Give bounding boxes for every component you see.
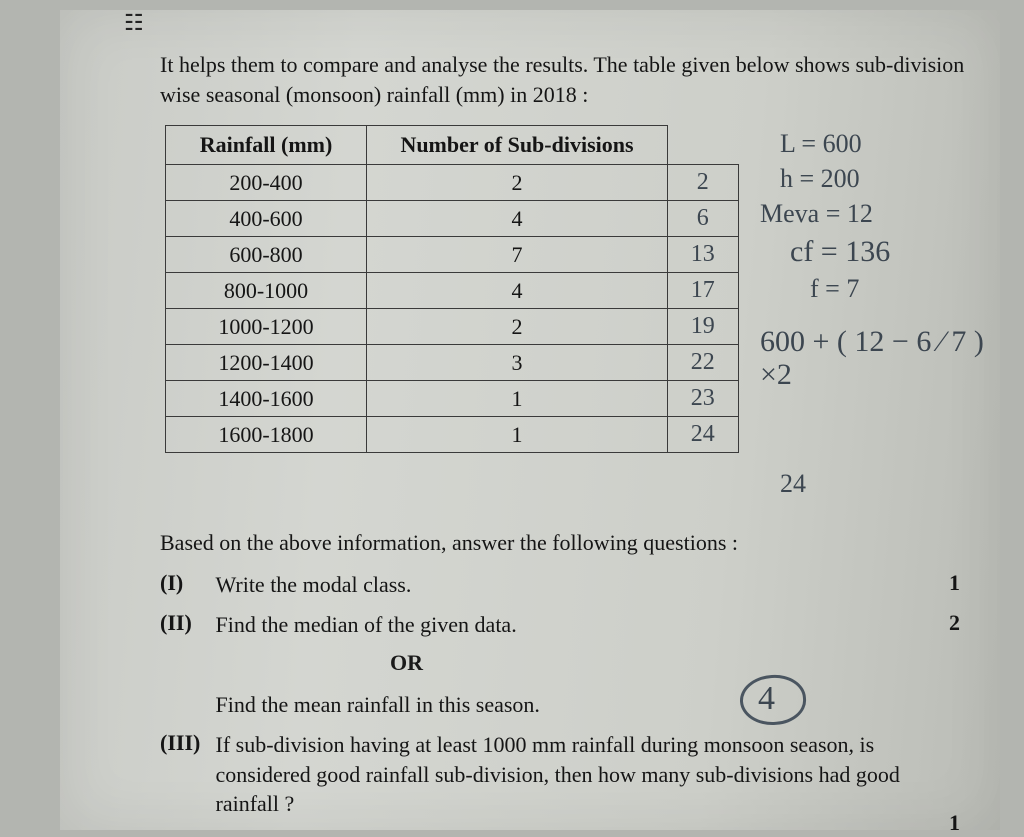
cell-range: 1000-1200 xyxy=(166,309,367,345)
q2-num: (II) xyxy=(160,610,210,636)
cell-range: 600-800 xyxy=(166,237,367,273)
cell-range: 200-400 xyxy=(166,165,367,201)
cell-count: 1 xyxy=(367,381,668,417)
cell-range: 400-600 xyxy=(166,201,367,237)
header-glyph-icon: ☷ xyxy=(124,10,144,36)
handwriting-L: L = 600 xyxy=(780,130,862,159)
cell-count: 2 xyxy=(367,165,668,201)
q3-num: (III) xyxy=(160,730,210,756)
circled-four: 4 xyxy=(758,680,775,717)
cf-handwritten: 2 xyxy=(668,165,739,201)
handwriting-f: f = 7 xyxy=(810,275,859,304)
question-3: (III) If sub-division having at least 10… xyxy=(160,730,980,819)
handwriting-mean: Meva = 12 xyxy=(760,200,873,229)
table-row: 1600-1800 1 24 xyxy=(166,417,739,453)
cf-handwritten: 19 xyxy=(668,309,739,345)
table-row: 1000-1200 2 19 xyxy=(166,309,739,345)
table-row: 400-600 4 6 xyxy=(166,201,739,237)
q1-num: (I) xyxy=(160,570,210,596)
handwriting-formula: 600 + ( 12 − 6 ⁄ 7 ) ×2 xyxy=(760,325,1000,391)
cell-range: 1400-1600 xyxy=(166,381,367,417)
handwriting-h: h = 200 xyxy=(780,165,860,194)
intro-paragraph: It helps them to compare and analyse the… xyxy=(160,50,970,109)
question-2: (II) Find the median of the given data. xyxy=(160,610,980,640)
question-1: (I) Write the modal class. xyxy=(160,570,980,600)
scanned-page: ☷ It helps them to compare and analyse t… xyxy=(60,10,1000,830)
q3-marks: 1 xyxy=(949,810,960,836)
handwriting-cf-total: 24 xyxy=(780,470,806,499)
cell-count: 4 xyxy=(367,201,668,237)
table-row: 800-1000 4 17 xyxy=(166,273,739,309)
cell-count: 1 xyxy=(367,417,668,453)
or-separator: OR xyxy=(390,650,423,676)
q2-text: Find the median of the given data. xyxy=(216,610,956,640)
col-header-subdiv: Number of Sub-divisions xyxy=(367,126,668,165)
cell-range: 800-1000 xyxy=(166,273,367,309)
question-2-alt: Find the mean rainfall in this season. xyxy=(160,690,980,720)
table-row: 200-400 2 2 xyxy=(166,165,739,201)
cf-handwritten: 13 xyxy=(668,237,739,273)
table-row: 1400-1600 1 23 xyxy=(166,381,739,417)
cell-count: 3 xyxy=(367,345,668,381)
q2-marks: 2 xyxy=(949,610,960,636)
post-table-line: Based on the above information, answer t… xyxy=(160,530,738,556)
q3-text: If sub-division having at least 1000 mm … xyxy=(216,730,956,819)
rainfall-table: Rainfall (mm) Number of Sub-divisions 20… xyxy=(165,125,739,453)
q1-text: Write the modal class. xyxy=(216,570,956,600)
table-header-row: Rainfall (mm) Number of Sub-divisions xyxy=(166,126,739,165)
cf-handwritten: 22 xyxy=(668,345,739,381)
cf-handwritten: 23 xyxy=(668,381,739,417)
cf-handwritten: 24 xyxy=(668,417,739,453)
handwriting-cf: cf = 136 xyxy=(790,235,890,268)
cell-count: 4 xyxy=(367,273,668,309)
cell-count: 2 xyxy=(367,309,668,345)
cf-handwritten: 17 xyxy=(668,273,739,309)
q2alt-text: Find the mean rainfall in this season. xyxy=(216,690,956,720)
cell-range: 1200-1400 xyxy=(166,345,367,381)
cf-handwritten: 6 xyxy=(668,201,739,237)
table-row: 600-800 7 13 xyxy=(166,237,739,273)
table-row: 1200-1400 3 22 xyxy=(166,345,739,381)
cell-count: 7 xyxy=(367,237,668,273)
q1-marks: 1 xyxy=(949,570,960,596)
col-header-rainfall: Rainfall (mm) xyxy=(166,126,367,165)
rainfall-table-wrap: Rainfall (mm) Number of Sub-divisions 20… xyxy=(165,125,739,453)
cell-range: 1600-1800 xyxy=(166,417,367,453)
